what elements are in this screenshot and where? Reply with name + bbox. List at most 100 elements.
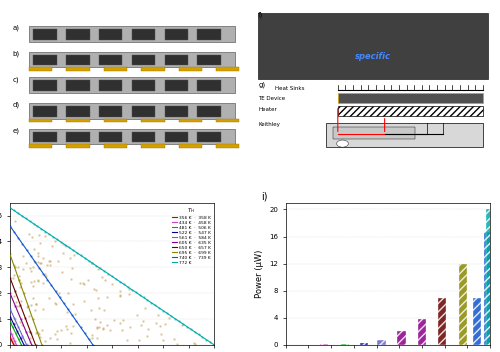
Point — [46, 231, 54, 237]
Point — [173, 341, 181, 347]
FancyBboxPatch shape — [164, 80, 188, 91]
Point — [140, 295, 147, 300]
Point — [39, 256, 47, 261]
FancyBboxPatch shape — [66, 55, 90, 65]
Point — [6, 252, 14, 257]
Point — [141, 305, 149, 310]
Point — [53, 237, 61, 242]
FancyBboxPatch shape — [104, 119, 127, 122]
Point — [80, 281, 88, 287]
Point — [34, 224, 42, 229]
FancyBboxPatch shape — [28, 52, 235, 68]
FancyBboxPatch shape — [66, 68, 90, 71]
Point — [12, 331, 20, 336]
FancyBboxPatch shape — [132, 106, 155, 117]
FancyBboxPatch shape — [132, 132, 155, 142]
Point — [58, 269, 66, 275]
Bar — [473, 297, 482, 345]
Text: e): e) — [12, 127, 20, 134]
FancyBboxPatch shape — [28, 103, 235, 119]
Circle shape — [336, 140, 348, 147]
FancyBboxPatch shape — [99, 80, 122, 91]
Point — [6, 314, 14, 319]
Point — [24, 304, 32, 309]
Point — [103, 322, 111, 328]
FancyBboxPatch shape — [216, 68, 240, 71]
Point — [90, 286, 98, 292]
Point — [102, 294, 110, 300]
Point — [95, 306, 103, 311]
Point — [12, 299, 20, 304]
Point — [30, 246, 38, 252]
Point — [68, 265, 76, 271]
Point — [64, 307, 72, 312]
Point — [190, 329, 198, 335]
FancyBboxPatch shape — [34, 55, 57, 65]
Point — [10, 315, 18, 321]
Text: b): b) — [12, 50, 20, 57]
Point — [190, 341, 198, 346]
Point — [46, 258, 54, 264]
Point — [104, 271, 112, 277]
Bar — [418, 319, 426, 345]
Point — [28, 265, 36, 270]
FancyBboxPatch shape — [132, 80, 155, 91]
Point — [29, 316, 37, 322]
Point — [42, 274, 50, 279]
FancyBboxPatch shape — [178, 68, 202, 71]
Point — [49, 234, 57, 240]
Point — [72, 318, 80, 324]
Point — [100, 268, 108, 274]
Point — [24, 313, 32, 319]
Point — [84, 277, 92, 282]
FancyBboxPatch shape — [28, 77, 235, 93]
Point — [116, 293, 124, 298]
Point — [152, 303, 160, 308]
Point — [26, 339, 34, 345]
Point — [95, 324, 103, 330]
Point — [27, 302, 35, 308]
Point — [34, 330, 42, 335]
Point — [45, 295, 53, 301]
Text: TE Device: TE Device — [258, 96, 285, 101]
Point — [66, 340, 74, 346]
FancyBboxPatch shape — [198, 29, 220, 40]
Point — [167, 313, 175, 319]
FancyBboxPatch shape — [34, 80, 57, 91]
Point — [100, 307, 108, 313]
Point — [119, 317, 127, 323]
Point — [99, 325, 107, 331]
Point — [76, 280, 84, 285]
FancyBboxPatch shape — [198, 106, 220, 117]
Point — [178, 323, 186, 328]
Point — [35, 331, 43, 337]
Point — [68, 276, 76, 282]
FancyBboxPatch shape — [178, 144, 202, 148]
Point — [165, 315, 173, 321]
Point — [16, 335, 24, 341]
Point — [41, 338, 49, 344]
Point — [102, 277, 110, 283]
Text: f): f) — [258, 12, 264, 19]
Point — [9, 325, 17, 330]
Point — [96, 319, 104, 325]
Point — [124, 284, 132, 290]
Bar — [398, 331, 406, 345]
Point — [66, 255, 74, 261]
Point — [126, 291, 134, 297]
Point — [63, 309, 71, 315]
Point — [20, 290, 28, 296]
Point — [32, 330, 40, 335]
Point — [52, 301, 60, 307]
Point — [69, 247, 77, 253]
Point — [38, 327, 46, 332]
Text: c): c) — [12, 76, 19, 82]
Point — [22, 247, 30, 253]
Point — [14, 235, 22, 241]
Point — [7, 336, 15, 342]
FancyBboxPatch shape — [28, 119, 52, 122]
Bar — [378, 340, 386, 345]
FancyBboxPatch shape — [99, 132, 122, 142]
Point — [88, 335, 96, 341]
Point — [18, 253, 26, 259]
